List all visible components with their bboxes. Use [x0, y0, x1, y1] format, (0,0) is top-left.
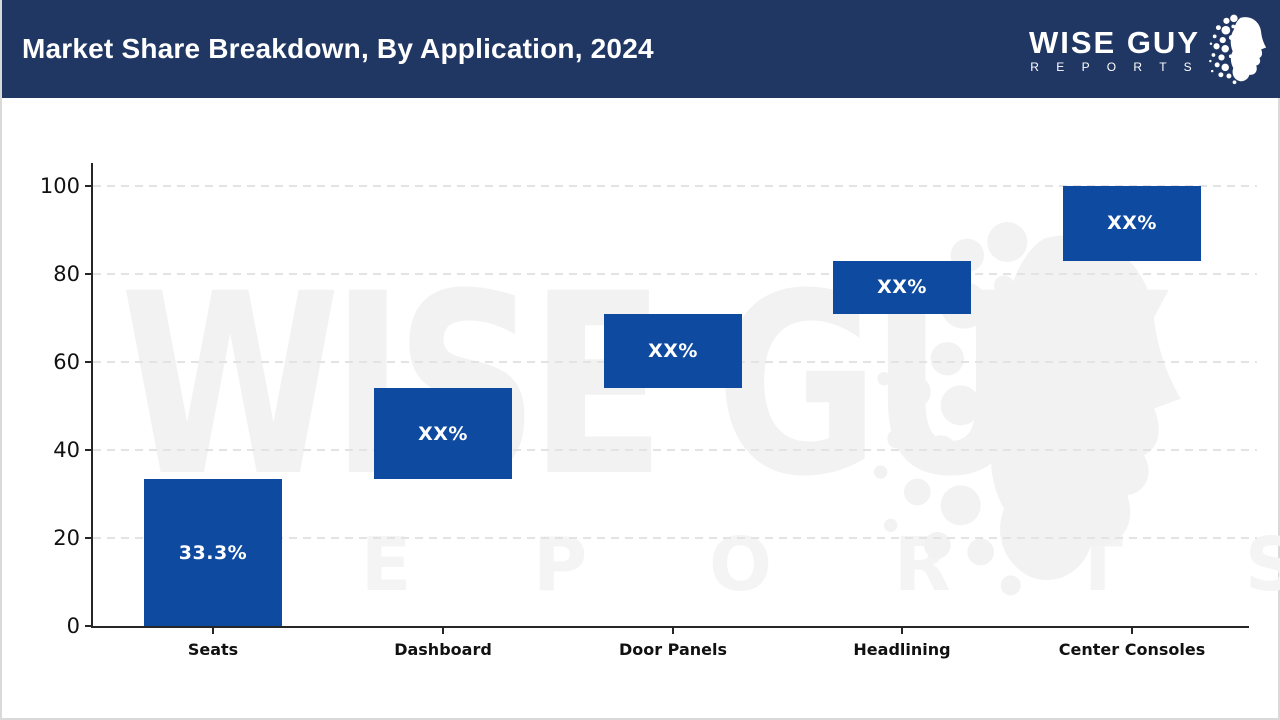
wiseguy-logo-text: WISE GUY R E P O R T S	[1029, 27, 1200, 74]
y-tick-mark	[85, 625, 92, 627]
y-axis-line	[91, 163, 93, 628]
x-category-label: Headlining	[853, 640, 951, 659]
x-axis-line	[91, 626, 1249, 628]
bar-segment: XX%	[374, 388, 512, 480]
x-category-label: Door Panels	[618, 640, 728, 659]
y-tick-label: 80	[53, 262, 80, 286]
bar-value-label: XX%	[418, 422, 468, 445]
header-bar: Market Share Breakdown, By Application, …	[2, 0, 1280, 98]
x-category-label: Dashboard	[394, 640, 492, 659]
x-category-label: Center Consoles	[1058, 640, 1206, 659]
x-tick-mark	[1131, 628, 1133, 634]
bar-value-label: 33.3%	[178, 541, 248, 564]
bar-value-label: XX%	[877, 276, 927, 299]
y-tick-label: 20	[53, 526, 80, 550]
bar-value-label: XX%	[648, 339, 698, 362]
bar-segment: 33.3%	[144, 479, 282, 626]
grid-line	[93, 273, 1257, 275]
x-tick-mark	[901, 628, 903, 634]
y-tick-label: 0	[66, 614, 80, 638]
grid-line	[93, 537, 1257, 539]
y-tick-mark	[85, 449, 92, 451]
dotted-face-profile-icon	[1209, 14, 1267, 85]
bar-segment: XX%	[1063, 186, 1201, 261]
grid-line	[93, 449, 1257, 451]
bar-segment: XX%	[604, 313, 742, 389]
x-tick-mark	[442, 628, 444, 634]
y-tick-label: 100	[39, 174, 80, 198]
x-tick-mark	[672, 628, 674, 634]
bar-value-label: XX%	[1107, 212, 1157, 235]
x-tick-mark	[212, 628, 214, 634]
x-category-label: Seats	[187, 640, 239, 659]
bar-segment: XX%	[833, 260, 971, 314]
wiseguy-logo: WISE GUY R E P O R T S	[1029, 10, 1268, 90]
logo-subtitle: R E P O R T S	[1030, 59, 1199, 74]
y-tick-mark	[85, 361, 92, 363]
y-tick-mark	[85, 537, 92, 539]
chart-title: Market Share Breakdown, By Application, …	[22, 33, 654, 64]
y-tick-label: 60	[53, 350, 80, 374]
grid-line	[93, 185, 1257, 187]
y-tick-mark	[85, 273, 92, 275]
y-tick-mark	[85, 185, 92, 187]
y-tick-label: 40	[53, 438, 80, 462]
logo-wordmark: WISE GUY	[1028, 24, 1200, 60]
